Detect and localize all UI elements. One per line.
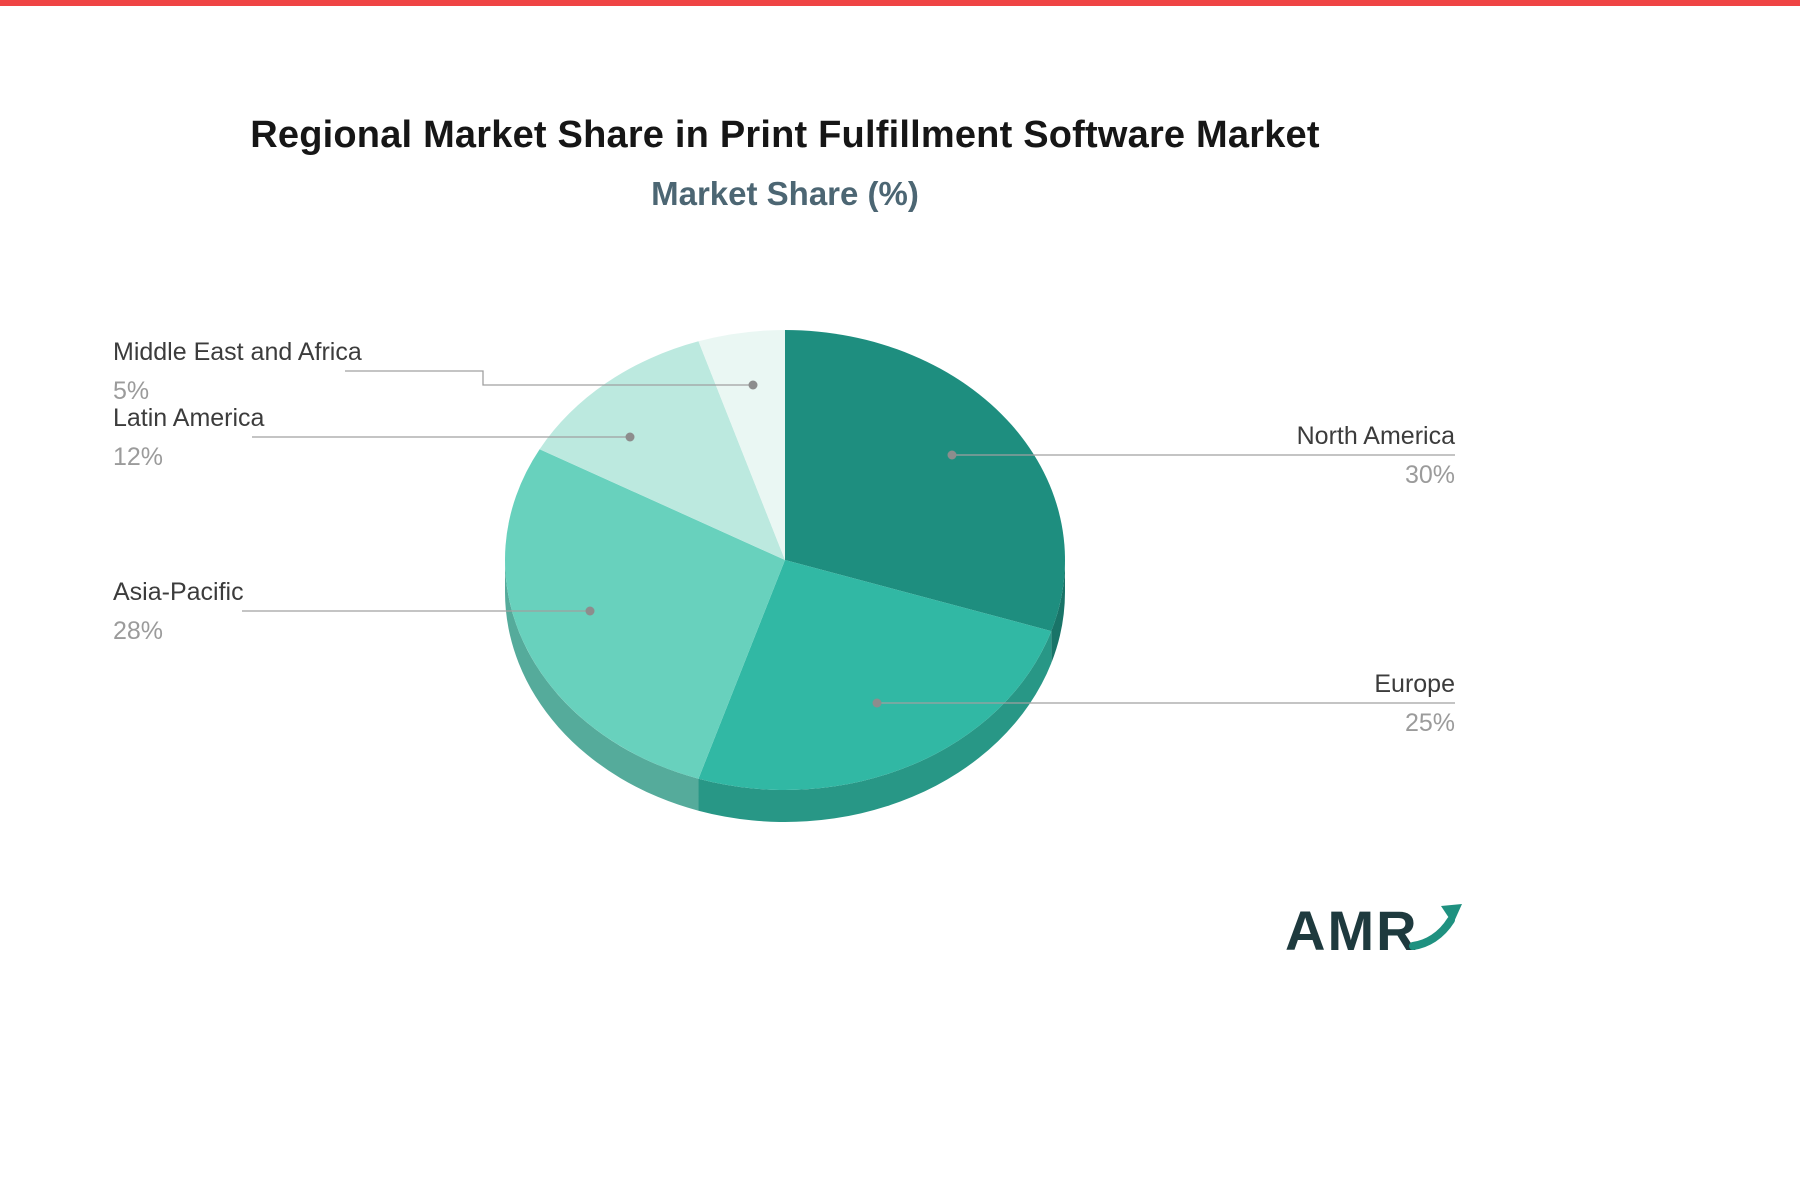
leader-dot-3 [625,432,635,442]
pie-slice-3[interactable] [539,341,785,560]
slice-label-europe: Europe 25% [1374,668,1455,738]
slice-label-middle-east-africa: Middle East and Africa 5% [113,336,362,406]
leader-line-4 [345,370,753,386]
amr-logo-text: AMR [1285,899,1419,962]
title-block: Regional Market Share in Print Fulfillme… [0,114,1570,213]
slice-label-asia-pacific: Asia-Pacific 28% [113,576,244,646]
pie-depth-2 [505,560,699,811]
pie-slice-2[interactable] [505,449,785,779]
slice-percent: 25% [1404,709,1455,737]
slice-percent: 5% [113,377,150,405]
slice-name: Latin America [113,404,265,432]
leader-dot-0 [947,450,957,460]
slice-percent: 28% [113,617,164,645]
top-red-strip [0,0,1800,6]
amr-logo: AMR [1285,898,1463,963]
leader-dot-1 [872,698,882,708]
leader-dot-4 [748,380,758,390]
pie-depth-1 [698,631,1052,822]
slice-name: Asia-Pacific [113,578,244,606]
logo-arrow-icon [1408,903,1462,950]
chart-title: Regional Market Share in Print Fulfillme… [250,114,1320,156]
pie-slice-1[interactable] [698,560,1052,790]
pie-slice-0[interactable] [785,330,1065,632]
slice-percent: 12% [113,443,164,471]
pie-slice-4[interactable] [698,330,785,560]
slice-label-north-america: North America 30% [1297,420,1455,490]
chart-subtitle: Market Share (%) [651,175,919,212]
slice-label-latin-america: Latin America 12% [113,402,264,472]
leader-dot-2 [585,606,595,616]
slice-name: Europe [1374,670,1455,698]
pie-depth-0 [1051,560,1065,664]
slice-percent: 30% [1404,461,1455,489]
slice-name: North America [1296,422,1455,450]
slice-name: Middle East and Africa [113,338,362,366]
